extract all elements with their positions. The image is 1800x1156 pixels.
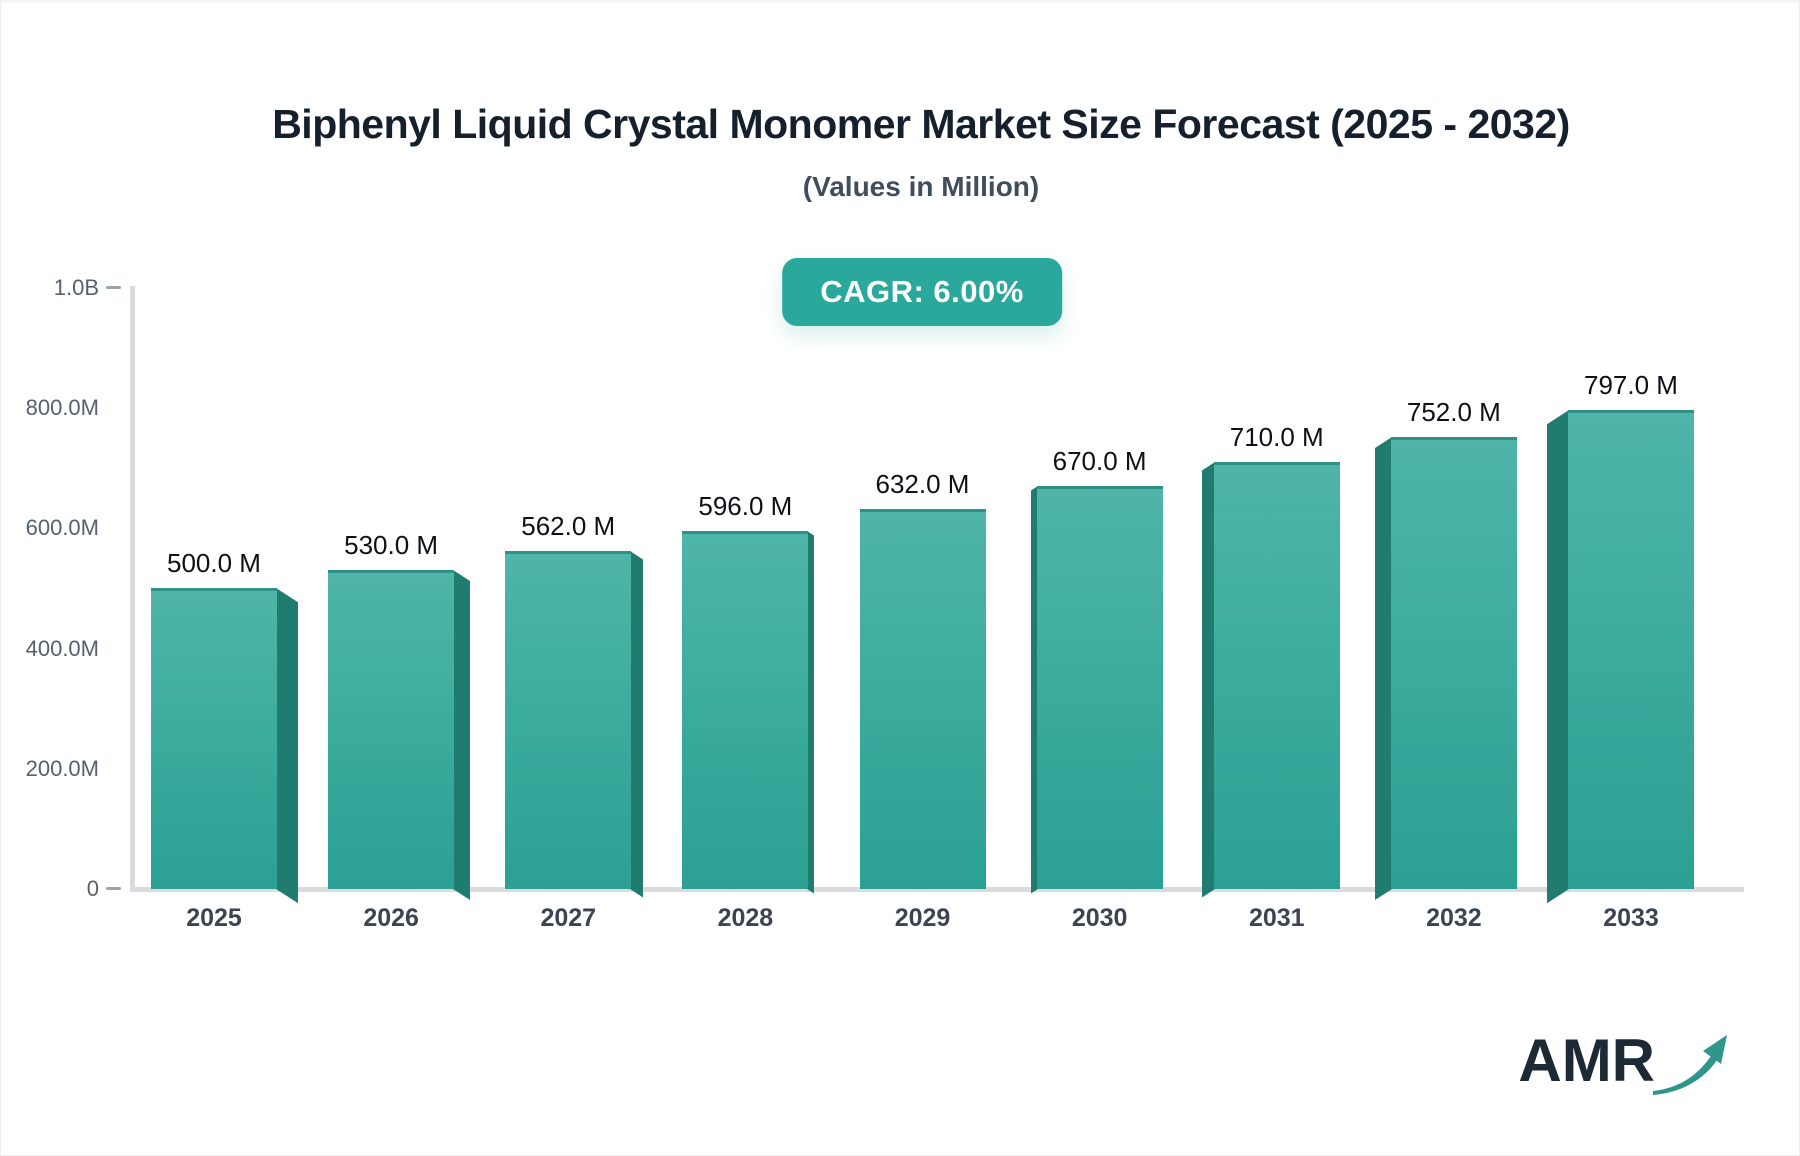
y-axis-tick-label: 200.0M [25,755,99,781]
chart-subtitle: (Values in Million) [802,171,1040,202]
x-axis-label: 2032 [1426,904,1482,932]
y-axis-tick-mark [106,887,121,890]
bar-face [1568,410,1694,889]
y-axis-tick-label: 1.0B [53,275,99,300]
bar-value-label: 710.0 M [1229,422,1324,452]
bar-face [1036,486,1163,889]
bar-side-face [630,551,644,898]
y-axis-tick-label: 800.0M [25,395,99,421]
bar-value-label: 500.0 M [167,548,261,578]
bar-face [328,570,455,889]
x-axis-label: 2033 [1603,904,1659,932]
y-axis-tick-label: 400.0M [25,635,99,661]
x-axis-baseline [130,887,1744,892]
x-axis-label: 2031 [1248,904,1305,932]
y-axis-tick-mark [106,286,121,289]
bar-face [505,551,632,889]
bar-face [859,509,986,889]
bar-side-face [807,531,815,894]
bar-face [151,588,277,889]
bar-value-label: 632.0 M [875,469,970,499]
bar-face [1213,462,1340,889]
y-axis-tick-label: 600.0M [25,515,99,541]
bar-value-label: 562.0 M [521,511,616,541]
bar-value-label: 596.0 M [698,491,793,521]
amr-logo-text: AMR [1518,1027,1655,1094]
bar-side-face [276,588,298,904]
bar-value-label: 530.0 M [344,530,439,560]
x-axis-label: 2029 [894,904,951,932]
bar-value-label: 752.0 M [1406,397,1501,427]
y-axis-line [130,286,135,889]
x-axis-label: 2030 [1071,904,1128,932]
bar-side-face [1374,437,1392,901]
cagr-badge: CAGR: 6.00% [782,258,1062,326]
x-axis-label: 2027 [540,904,597,932]
bar-value-label: 670.0 M [1052,446,1147,476]
bar-value-label: 797.0 M [1584,370,1678,400]
growth-arrow-icon [1653,1035,1727,1095]
amr-logo: AMR [1518,1031,1727,1095]
chart-title: Biphenyl Liquid Crystal Monomer Market S… [272,101,1570,147]
bar-side-face [453,570,471,901]
bar-face [1390,437,1517,889]
bar-face [682,531,809,889]
bar-side-face [1547,410,1569,904]
x-axis-label: 2026 [363,904,419,932]
x-axis-label: 2028 [717,904,774,932]
x-axis-label: 2025 [186,904,242,932]
y-axis-tick-label: 0 [86,876,99,901]
